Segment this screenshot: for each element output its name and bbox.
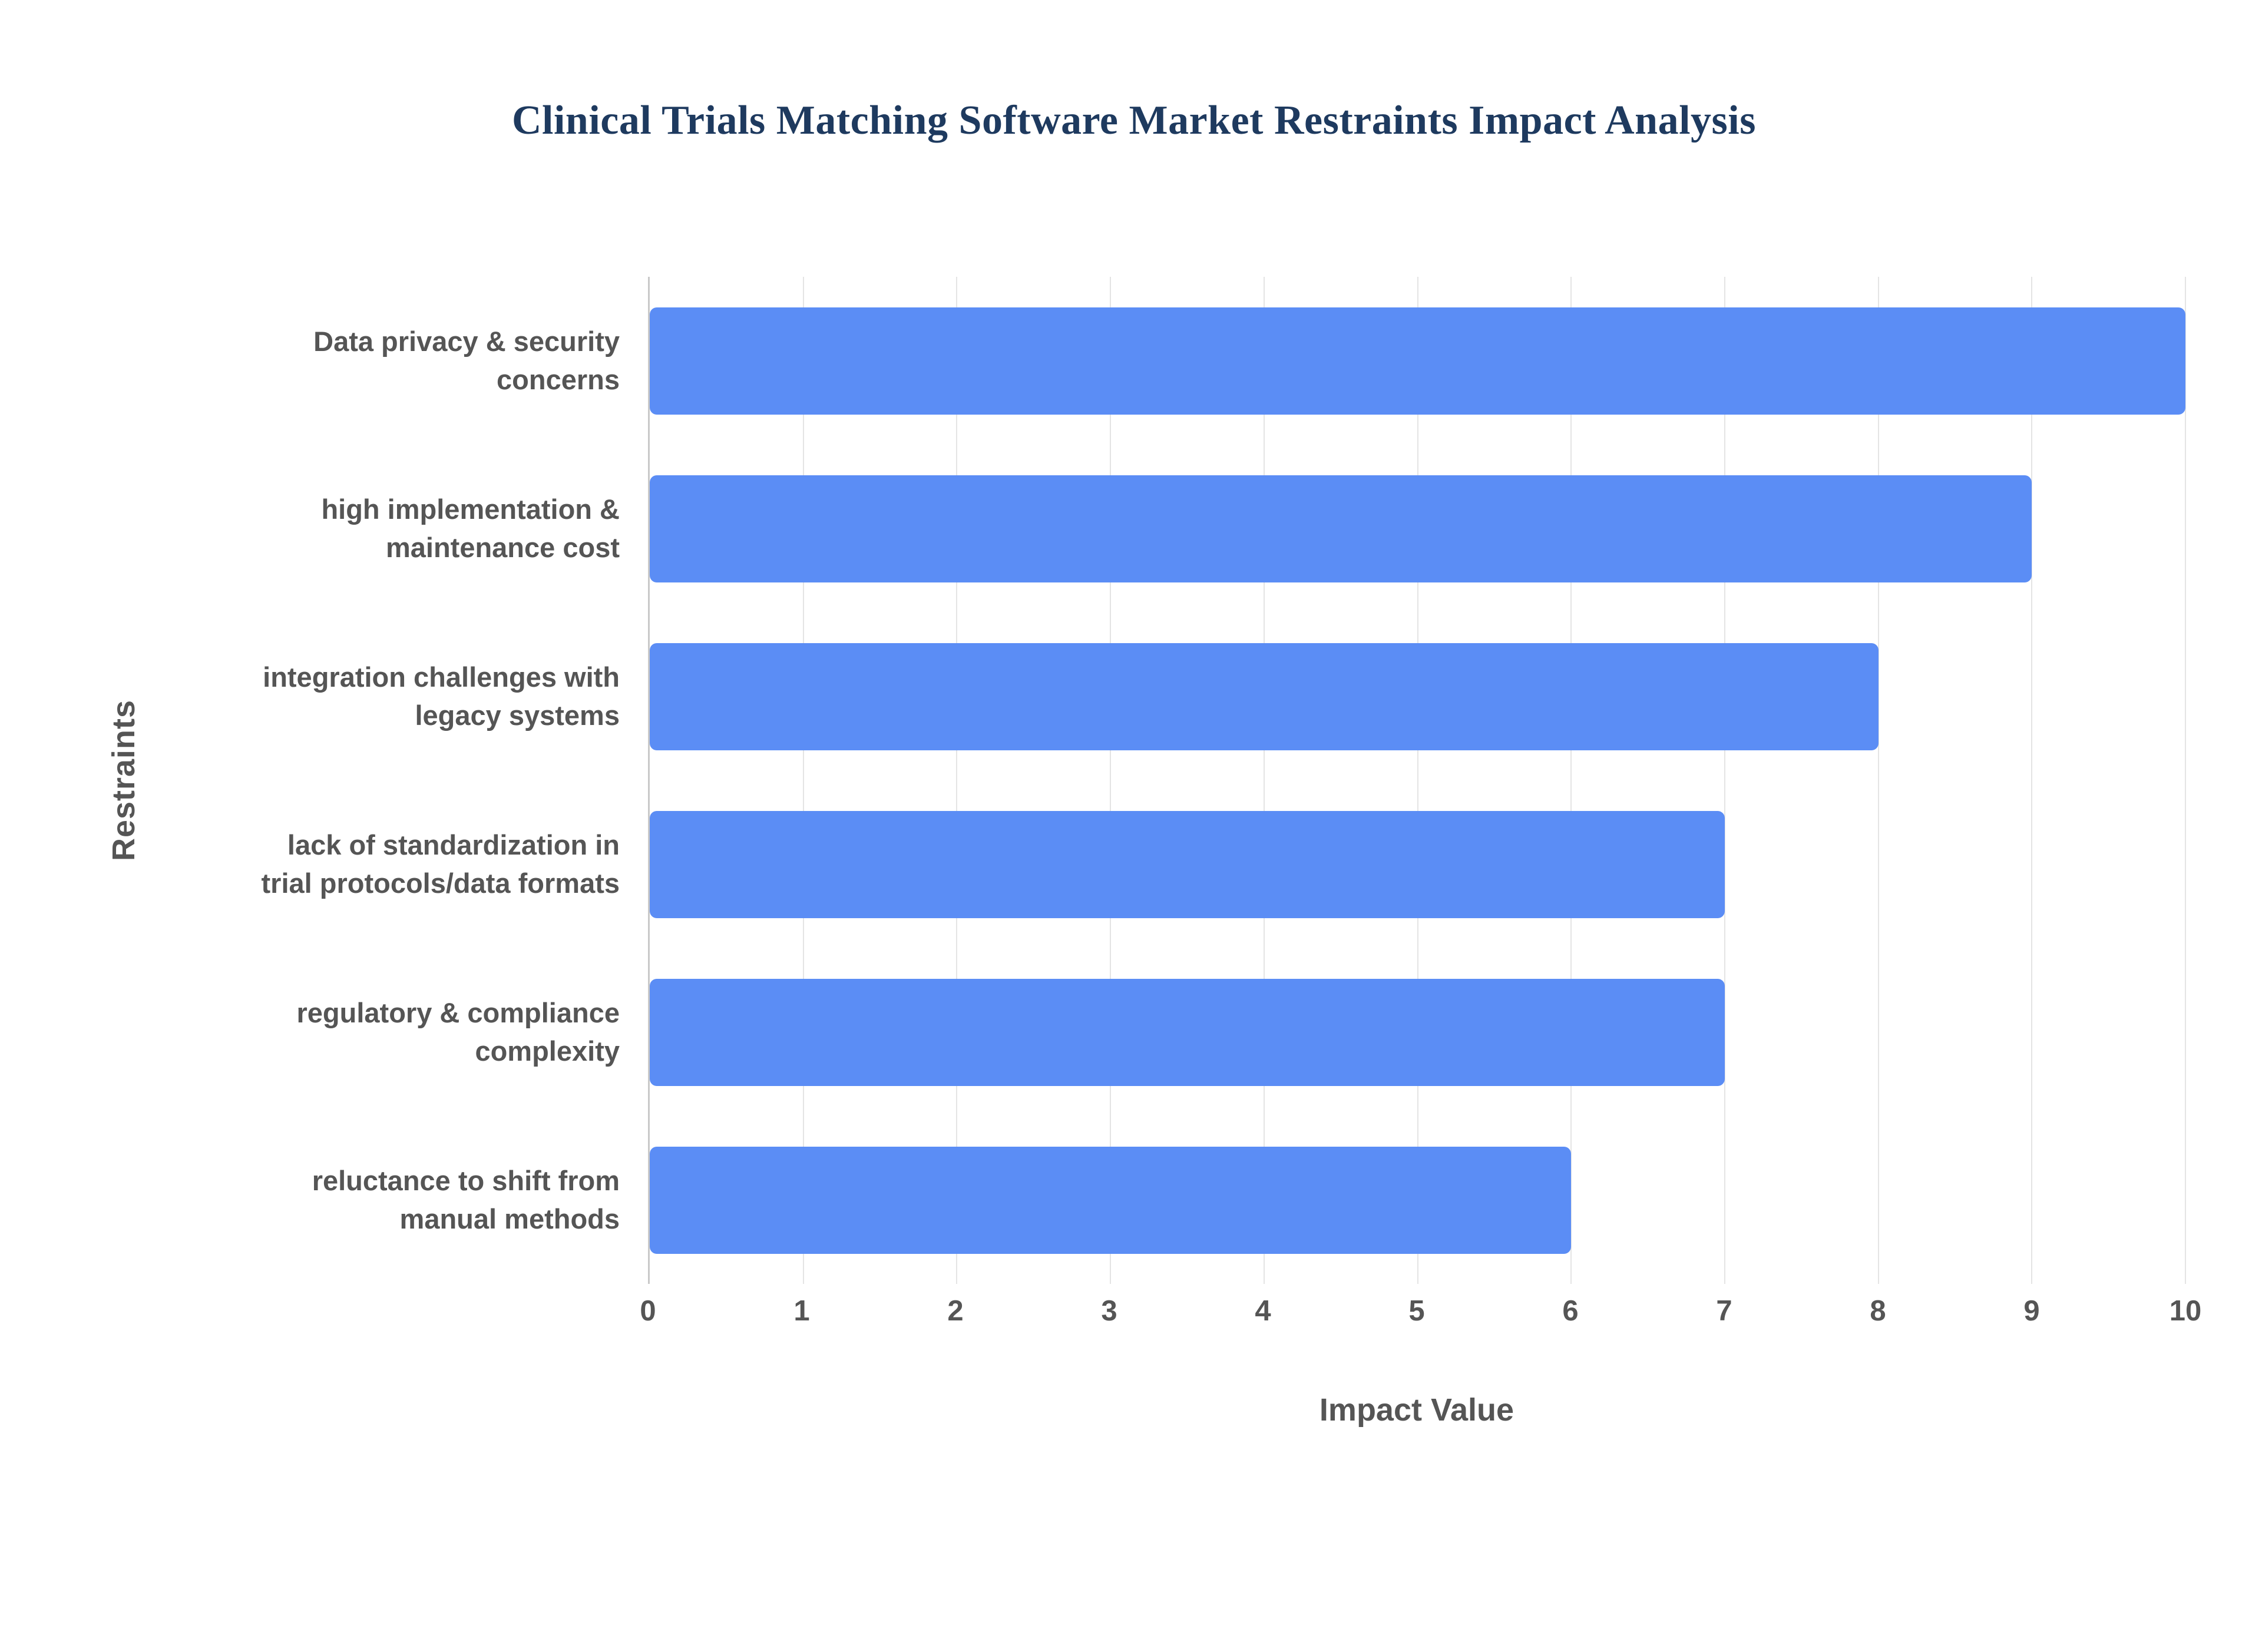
- bar: [650, 475, 2032, 582]
- x-tick-label: 0: [640, 1295, 656, 1327]
- category-label: integration challenges with legacy system…: [177, 613, 648, 780]
- bars-layer: [650, 277, 2185, 1284]
- bar: [650, 307, 2185, 415]
- x-tick-label: 4: [1255, 1295, 1271, 1327]
- category-label-line: integration challenges with: [263, 661, 620, 693]
- x-tick-label: 8: [1870, 1295, 1886, 1327]
- plot-area: [648, 277, 2186, 1284]
- x-tick-label: 3: [1101, 1295, 1117, 1327]
- category-label-line: regulatory & compliance: [296, 997, 620, 1028]
- category-label-line: legacy systems: [415, 699, 620, 731]
- category-label: lack of standardization in trial protocol…: [177, 780, 648, 948]
- bar-row: [650, 780, 2185, 948]
- category-labels-column: Data privacy & security concerns high impl…: [177, 277, 648, 1284]
- x-tick-label: 7: [1716, 1295, 1732, 1327]
- category-label-line: trial protocols/data formats: [261, 867, 620, 899]
- category-label-line: complexity: [475, 1035, 620, 1067]
- chart-page: Clinical Trials Matching Software Market…: [0, 97, 2262, 1652]
- category-label-line: maintenance cost: [385, 531, 620, 563]
- category-label-line: lack of standardization in: [287, 829, 620, 860]
- category-label-line: reluctance to shift from: [312, 1164, 620, 1196]
- category-label-line: concerns: [497, 363, 620, 395]
- x-tick-label: 9: [2023, 1295, 2040, 1327]
- category-label: reluctance to shift from manual methods: [177, 1116, 648, 1284]
- x-tick-label: 1: [793, 1295, 810, 1327]
- bar: [650, 810, 1725, 918]
- category-label-line: high implementation &: [321, 493, 620, 525]
- bar-row: [650, 445, 2185, 613]
- category-label-line: Data privacy & security: [313, 325, 620, 357]
- chart-title: Clinical Trials Matching Software Market…: [511, 98, 1756, 143]
- bar-row: [650, 277, 2185, 445]
- category-label: high implementation & maintenance cost: [177, 445, 648, 613]
- x-tick-label: 2: [947, 1295, 964, 1327]
- bar-chart: Restraints Data privacy & security concer…: [71, 277, 2197, 1284]
- bar: [650, 643, 1879, 750]
- bar: [650, 978, 1725, 1086]
- y-axis-title-column: Restraints: [71, 277, 177, 1284]
- category-label: regulatory & compliance complexity: [177, 948, 648, 1116]
- x-axis-ticks: 0 1 2 3 4 5 6 7 8 9 10: [640, 1295, 2201, 1348]
- bar-row: [650, 613, 2185, 780]
- bar: [650, 1146, 1572, 1254]
- x-tick-label: 5: [1408, 1295, 1425, 1327]
- y-axis-title: Restraints: [106, 699, 141, 862]
- x-axis-title: Impact Value: [1319, 1392, 1514, 1428]
- x-tick-label: 6: [1562, 1295, 1579, 1327]
- bar-row: [650, 1116, 2185, 1284]
- bar-row: [650, 948, 2185, 1116]
- x-tick-label: 10: [2169, 1295, 2202, 1327]
- category-label: Data privacy & security concerns: [177, 277, 648, 445]
- category-label-line: manual methods: [399, 1203, 620, 1234]
